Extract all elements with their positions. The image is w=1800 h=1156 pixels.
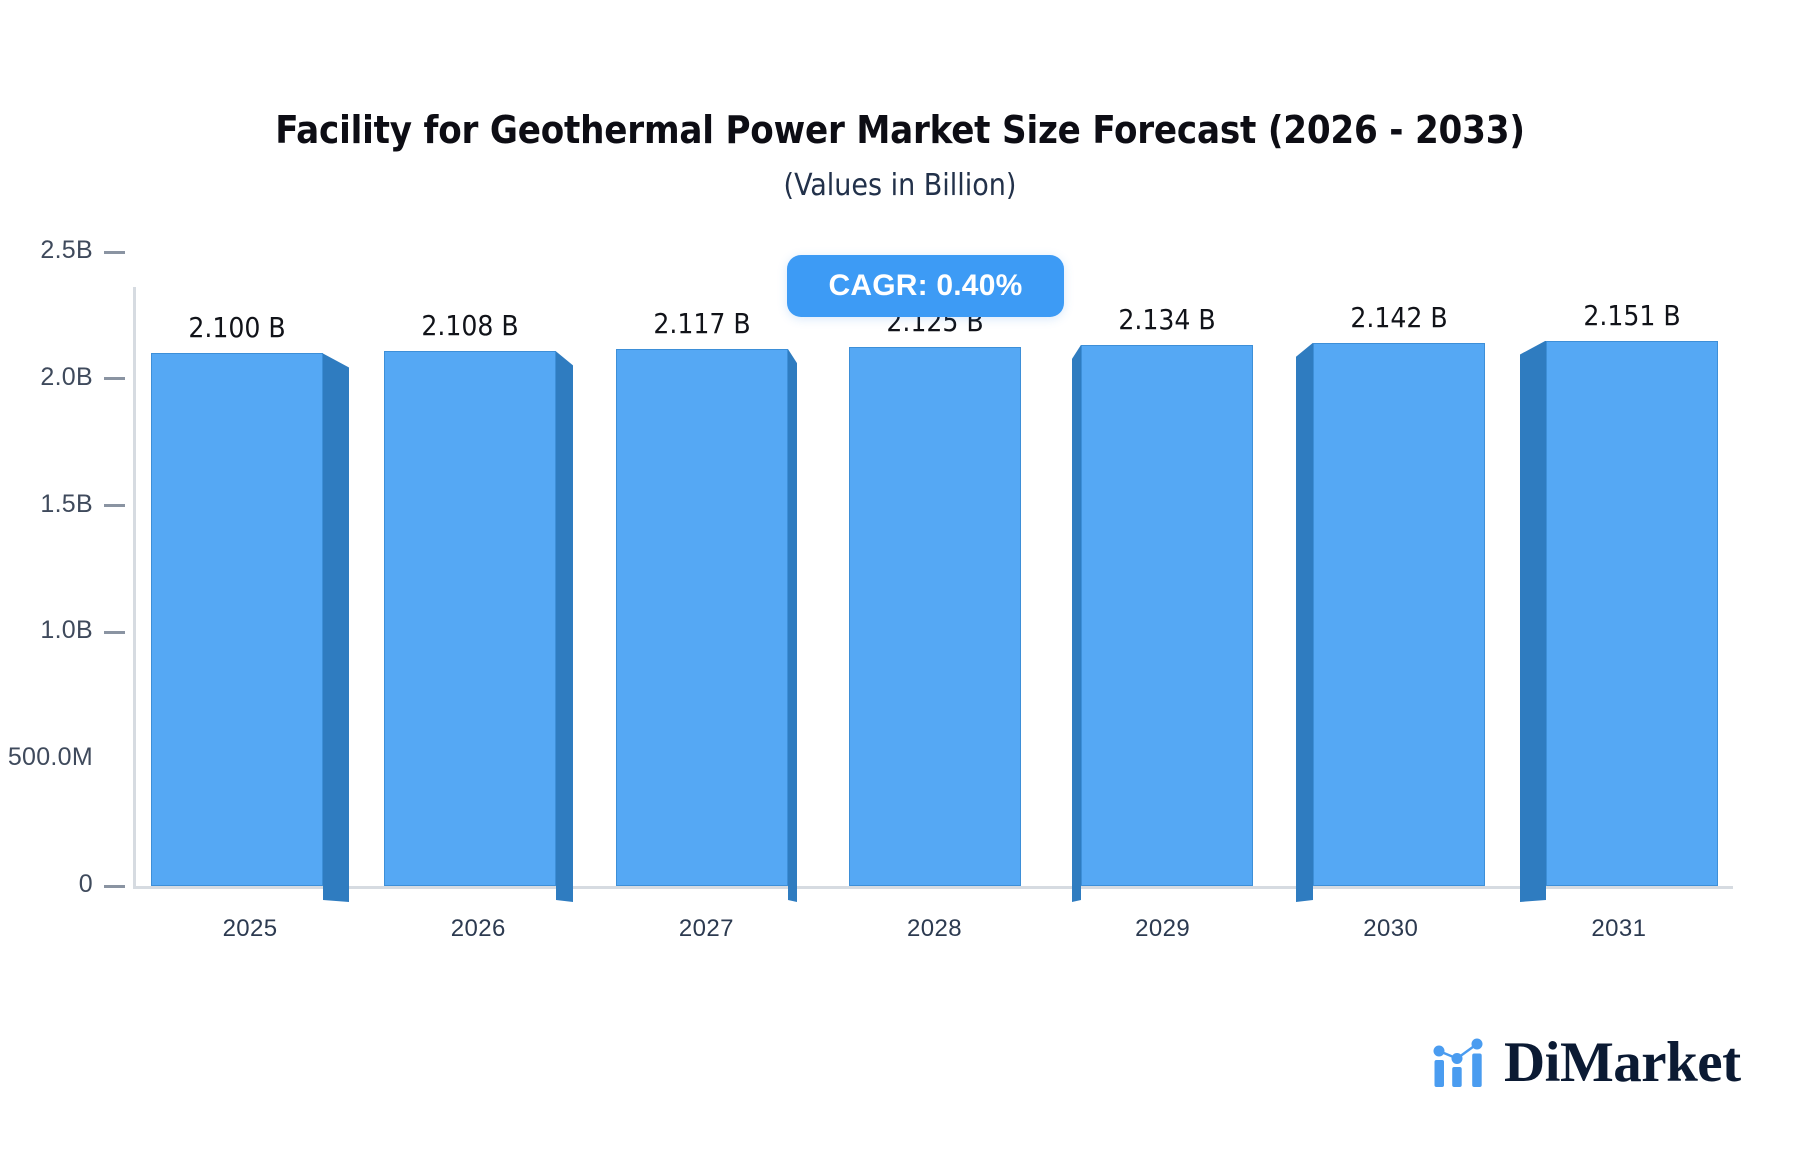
bar-front-face[interactable]	[384, 351, 556, 886]
y-tick-label: 0	[78, 870, 93, 898]
bar-side-face	[788, 349, 797, 902]
y-tick-label: 500.0M	[7, 743, 93, 772]
value-label-2027: 2.117 B	[653, 307, 751, 341]
bar-side-face	[1072, 345, 1081, 902]
y-tick-dash	[104, 377, 125, 381]
x-label-2031: 2031	[1591, 915, 1647, 942]
y-tick-dash	[104, 504, 125, 508]
value-label-2026: 2.108 B	[421, 309, 519, 343]
value-label-2030: 2.142 B	[1350, 300, 1448, 334]
y-tick-dash	[104, 250, 125, 254]
bar-front-face[interactable]	[849, 347, 1021, 886]
chart-subtitle: (Values in Billion)	[783, 168, 1017, 203]
bar-side-face	[1296, 343, 1313, 902]
y-tick-label: 2.0B	[40, 362, 93, 391]
bar-side-face	[323, 353, 349, 902]
y-tick-dash	[104, 884, 125, 888]
x-label-2029: 2029	[1135, 915, 1191, 942]
dimarket-logo: DiMarket	[1432, 1030, 1741, 1094]
x-label-2028: 2028	[907, 915, 962, 942]
bar-side-face	[556, 351, 573, 902]
bar-chart-icon	[1433, 1038, 1483, 1087]
x-label-2030: 2030	[1363, 915, 1419, 942]
value-label-2031: 2.151 B	[1583, 298, 1681, 332]
bar-front-face[interactable]	[1313, 342, 1485, 886]
x-axis-line	[133, 886, 1733, 889]
y-tick-dash	[104, 630, 125, 634]
chart-title: Facility for Geothermal Power Market Siz…	[275, 108, 1525, 152]
cagr-badge: CAGR: 0.40%	[787, 255, 1064, 317]
bar-front-face[interactable]	[1546, 340, 1718, 886]
logo-wordmark: DiMarket	[1504, 1030, 1741, 1094]
value-label-2029: 2.134 B	[1118, 302, 1216, 336]
bar-front-face[interactable]	[1081, 344, 1253, 886]
x-label-2027: 2027	[678, 915, 734, 942]
y-tick-label: 2.5B	[40, 236, 93, 264]
y-tick-label: 1.0B	[40, 616, 93, 645]
x-label-2026: 2026	[450, 915, 506, 942]
y-tick-label: 1.5B	[40, 489, 93, 518]
value-label-2025: 2.100 B	[188, 311, 286, 345]
x-label-2025: 2025	[222, 915, 278, 942]
bar-front-face[interactable]	[616, 349, 788, 886]
y-axis-line	[133, 287, 136, 888]
bar-front-face[interactable]	[151, 353, 323, 886]
bar-side-face	[1520, 341, 1546, 902]
